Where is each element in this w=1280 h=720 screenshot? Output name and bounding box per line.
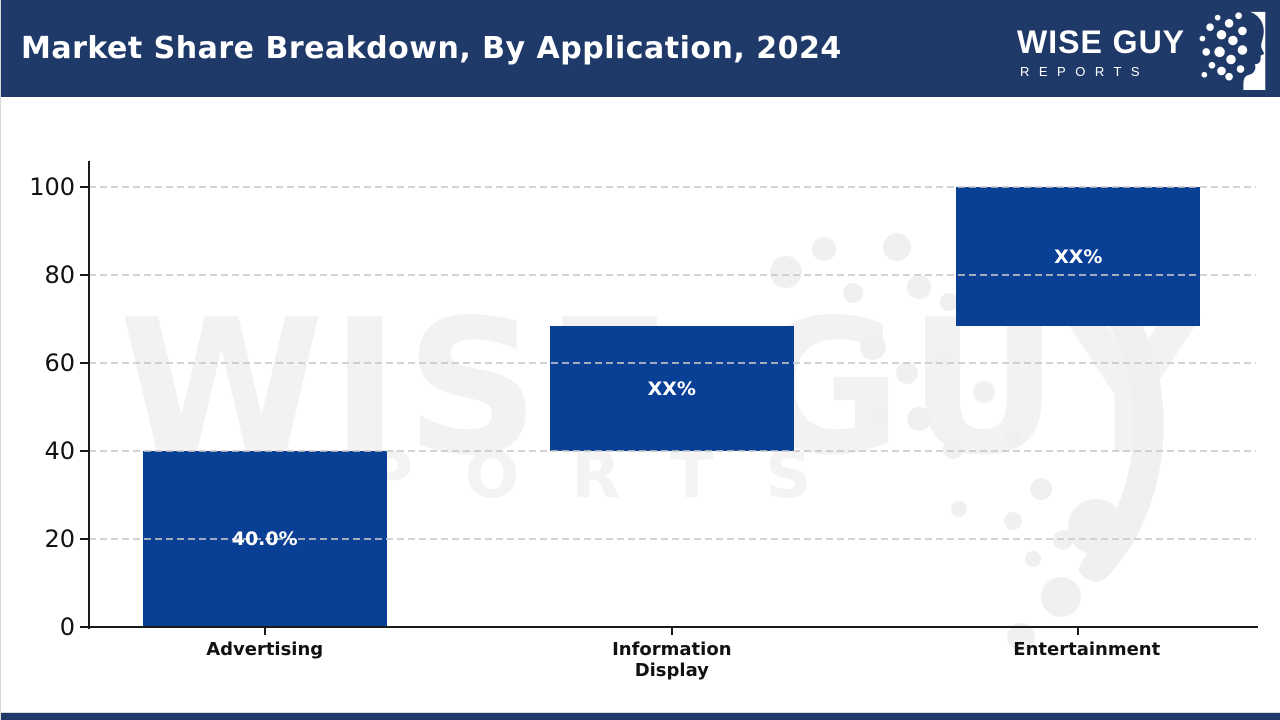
gridline-80 (89, 274, 1256, 276)
y-tick-mark-80 (80, 274, 89, 276)
y-tick-label-100: 100 (29, 173, 75, 201)
x-tick-mark-advertising (263, 627, 266, 635)
gridline-60 (89, 362, 1256, 364)
y-tick-label-80: 80 (44, 261, 75, 289)
y-tick-label-0: 0 (59, 613, 75, 641)
wise-guy-logo: WISE GUY REPORTS (1017, 10, 1267, 90)
y-tick-label-60: 60 (44, 349, 75, 377)
bar-value-label-advertising: 40.0% (231, 528, 298, 550)
logo-subtitle: REPORTS (1020, 64, 1150, 79)
gridline-100 (89, 186, 1256, 188)
bar-information-display (549, 326, 794, 451)
chart-area: WISE GUY REPORTS 0 20 40 60 80 100 40.0% Advert… (1, 97, 1280, 712)
bar-value-label-entertainment: XX% (1054, 245, 1103, 268)
y-tick-mark-0 (80, 626, 89, 628)
y-tick-mark-40 (80, 450, 89, 452)
y-axis-spine (88, 161, 90, 629)
bar-entertainment (956, 187, 1201, 327)
header-band: Market Share Breakdown, By Application, … (1, 0, 1280, 97)
y-tick-mark-100 (80, 186, 89, 188)
logo-text: WISE GUY REPORTS (1017, 24, 1197, 79)
bar-value-label-information-display: XX% (647, 377, 696, 400)
gridline-40 (89, 450, 1256, 452)
x-tick-mark-entertainment (1077, 627, 1080, 635)
y-tick-label-20: 20 (44, 525, 75, 553)
x-axis-spine (88, 626, 1258, 628)
chart-title: Market Share Breakdown, By Application, … (21, 31, 842, 66)
x-axis-label-entertainment: Entertainment (1013, 639, 1161, 660)
logo-head-icon (1199, 11, 1266, 90)
footer-band (1, 712, 1280, 720)
y-tick-label-40: 40 (44, 437, 75, 465)
y-tick-mark-20 (80, 538, 89, 540)
x-axis-label-advertising: Advertising (206, 639, 324, 660)
y-tick-mark-60 (80, 362, 89, 364)
gridline-20 (89, 538, 1256, 540)
x-tick-mark-information-display (670, 627, 673, 635)
logo-wordmark: WISE GUY (1017, 24, 1186, 60)
x-axis-label-information-display: Information Display (612, 639, 732, 681)
